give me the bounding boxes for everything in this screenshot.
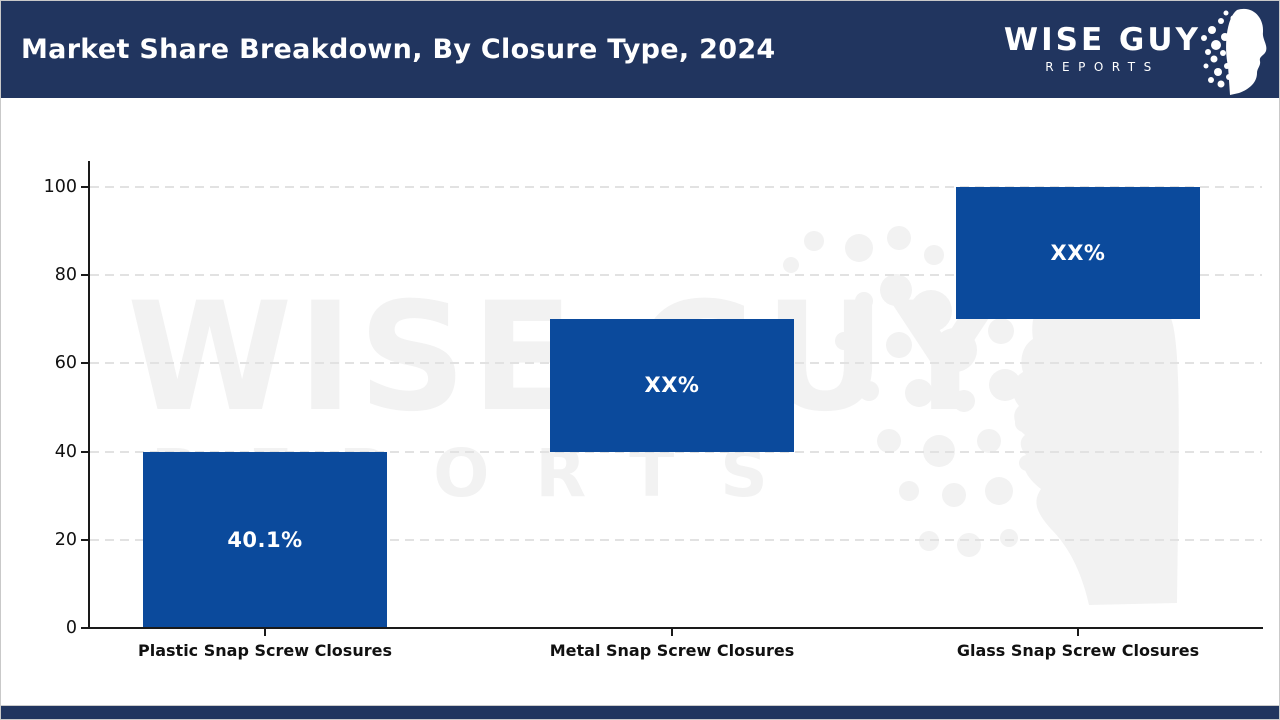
y-tick-0 [81, 627, 88, 629]
gridline-100 [90, 186, 1262, 188]
y-tick-20 [81, 538, 88, 541]
y-tick-80 [81, 274, 88, 277]
footer-bar [1, 706, 1279, 719]
logo-text: WISE GUY REPORTS [1003, 22, 1201, 75]
y-tick-label-40: 40 [54, 441, 77, 462]
x-category-label-2: Metal Snap Screw Closures [549, 641, 795, 660]
y-tick-60 [81, 362, 88, 365]
logo-sub-text: REPORTS [1045, 60, 1160, 74]
gridline-80 [90, 274, 1262, 277]
logo-brand-text: WISE GUY [1003, 22, 1201, 58]
chart-title: Market Share Breakdown, By Closure Type,… [21, 34, 776, 65]
y-tick-label-20: 20 [54, 529, 77, 550]
x-category-label-1: Plastic Snap Screw Closures [138, 641, 392, 660]
y-tick-100 [81, 186, 88, 188]
footer-divider [1, 705, 1279, 706]
x-axis-line [88, 627, 1263, 629]
bar-segment-2: XX% [550, 319, 794, 452]
wise-guy-reports-logo: WISE GUY REPORTS [1004, 5, 1271, 95]
y-tick-40 [81, 450, 88, 453]
bar-value-label-2: XX% [644, 373, 700, 398]
bar-value-label-1: 40.1% [227, 527, 303, 552]
header-bar: Market Share Breakdown, By Closure Type,… [1, 1, 1279, 98]
bar-segment-3: XX% [956, 187, 1200, 320]
x-category-label-3: Glass Snap Screw Closures [956, 641, 1200, 660]
x-tick-2 [671, 629, 673, 636]
logo-head-icon [1201, 8, 1267, 95]
bar-value-label-3: XX% [1050, 241, 1106, 266]
y-tick-label-0: 0 [65, 618, 77, 638]
gridline-40 [90, 450, 1262, 453]
y-axis-line [88, 161, 90, 629]
x-tick-3 [1077, 629, 1079, 636]
y-tick-label-80: 80 [54, 265, 77, 286]
x-tick-1 [264, 629, 266, 636]
y-tick-label-100: 100 [43, 177, 77, 197]
y-tick-label-60: 60 [54, 353, 77, 374]
bar-segment-1: 40.1% [143, 451, 387, 628]
gridline-20 [90, 538, 1262, 541]
